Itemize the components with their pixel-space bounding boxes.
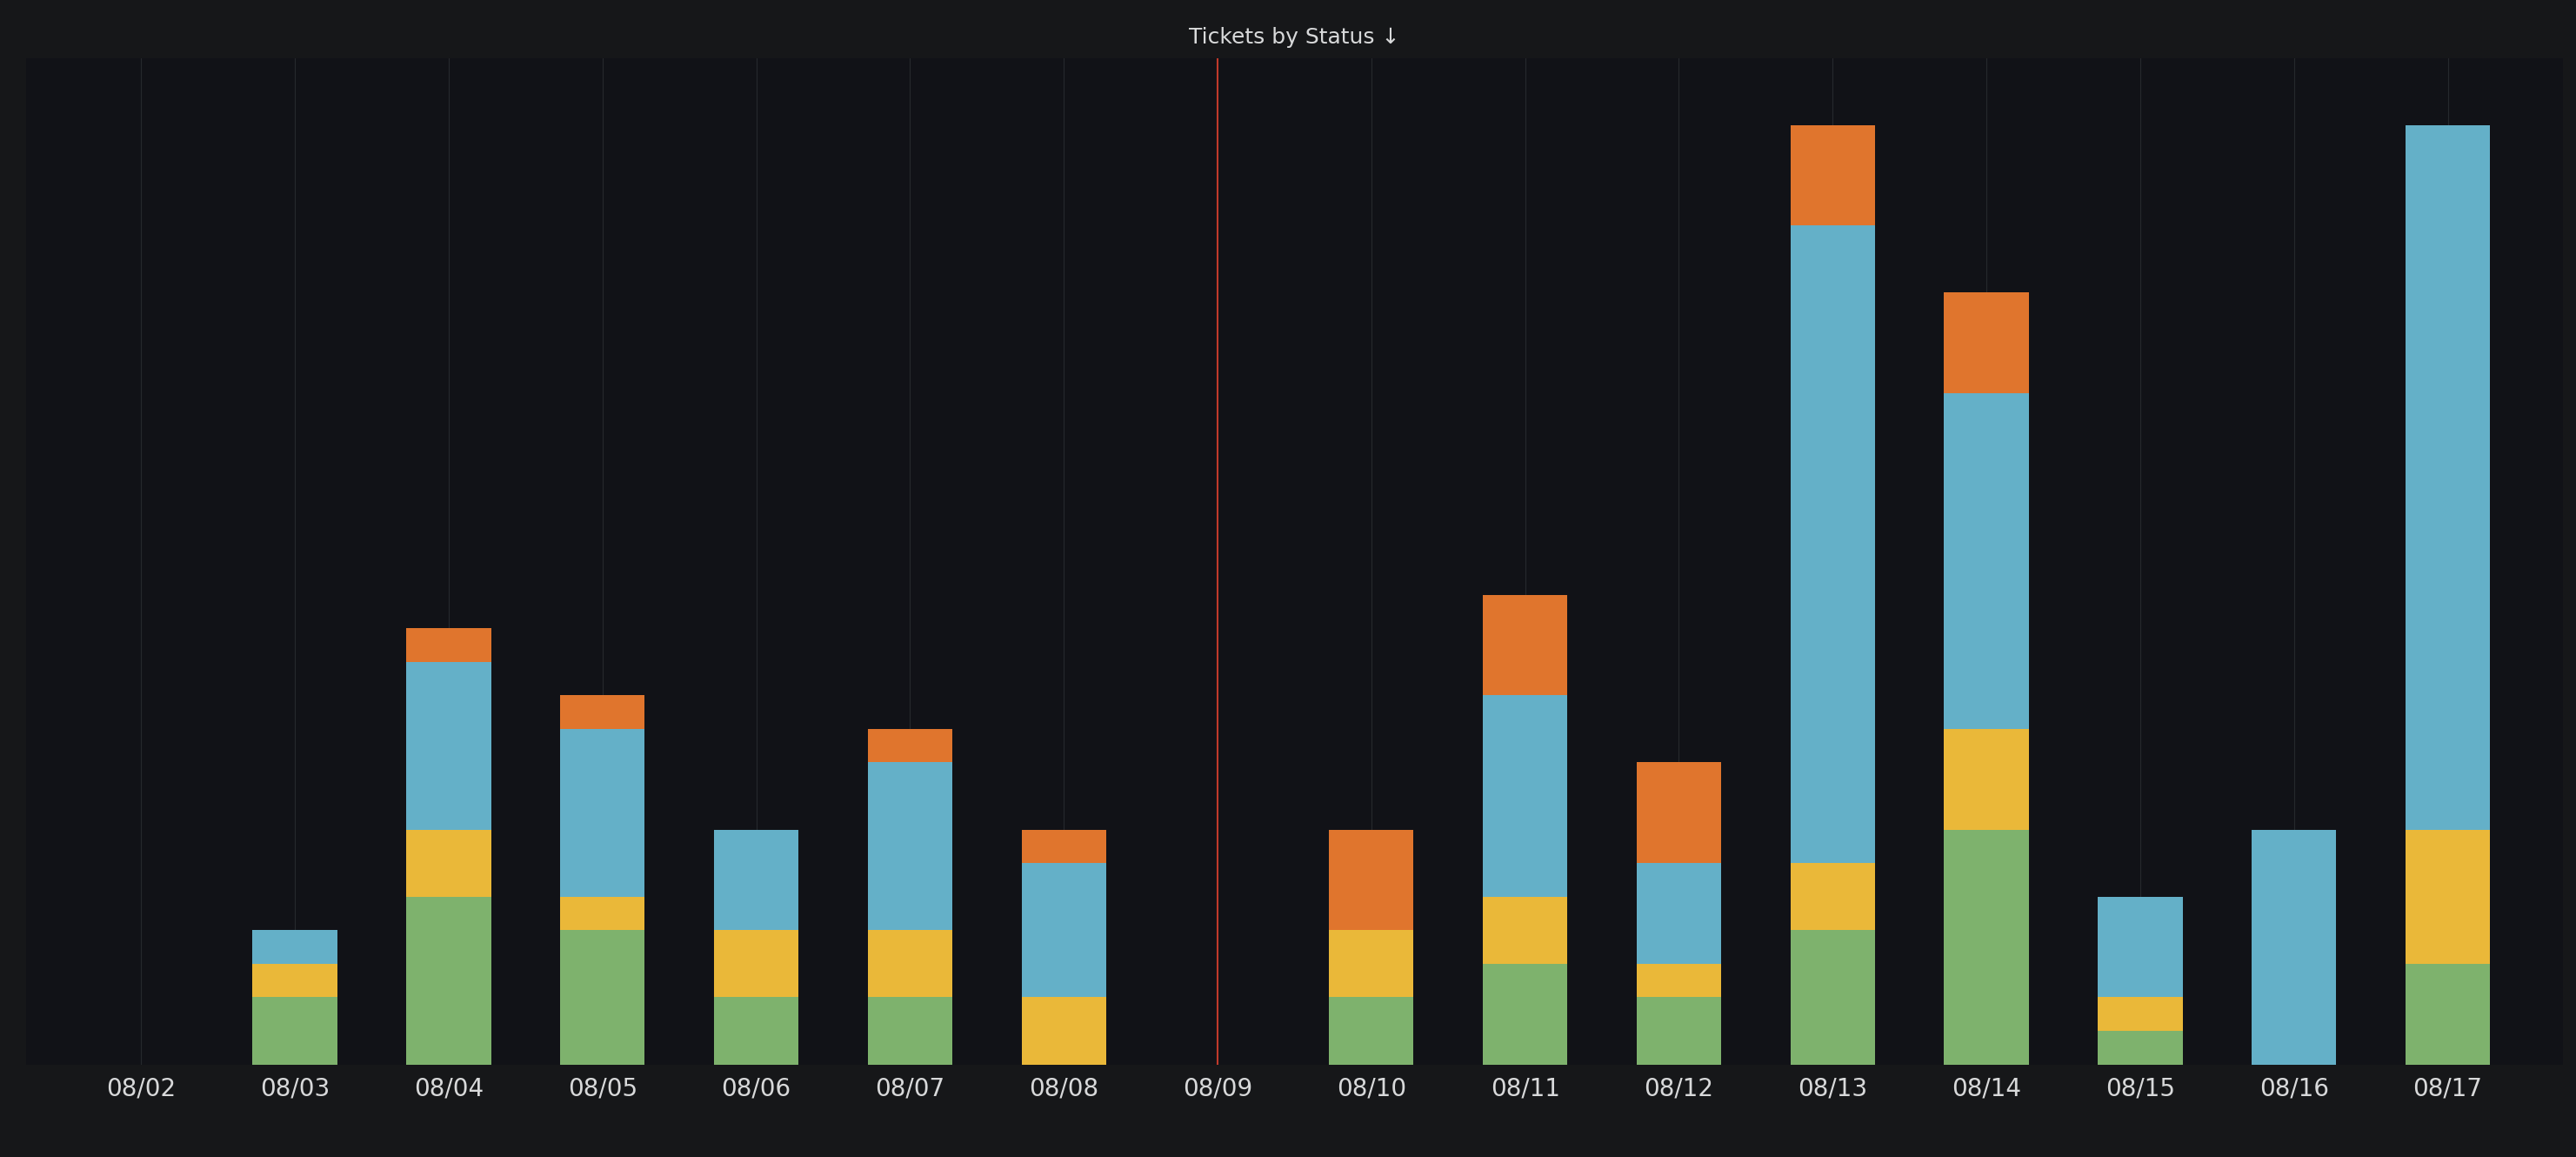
Bar bbox=[2251, 830, 2336, 1064]
Bar bbox=[1636, 762, 1721, 863]
Bar bbox=[1790, 930, 1875, 1064]
Bar bbox=[2097, 997, 2182, 1031]
Bar bbox=[868, 762, 953, 930]
Bar bbox=[407, 628, 492, 662]
Bar bbox=[1636, 863, 1721, 964]
Bar bbox=[1790, 226, 1875, 863]
Bar bbox=[1945, 830, 2030, 1064]
Bar bbox=[1023, 830, 1105, 863]
Bar bbox=[1790, 125, 1875, 226]
Bar bbox=[1484, 897, 1566, 964]
Bar bbox=[714, 997, 799, 1064]
Bar bbox=[2406, 964, 2491, 1064]
Bar bbox=[2406, 125, 2491, 830]
Bar bbox=[1484, 964, 1566, 1064]
Bar bbox=[1636, 964, 1721, 997]
Bar bbox=[1636, 997, 1721, 1064]
Bar bbox=[407, 830, 492, 897]
Bar bbox=[1945, 393, 2030, 729]
Bar bbox=[252, 930, 337, 964]
Bar bbox=[559, 729, 644, 897]
Bar bbox=[1945, 729, 2030, 830]
Bar bbox=[252, 997, 337, 1064]
Bar bbox=[1023, 863, 1105, 997]
Bar bbox=[1790, 863, 1875, 930]
Bar bbox=[2406, 830, 2491, 964]
Bar bbox=[407, 897, 492, 1064]
Bar bbox=[1945, 293, 2030, 393]
Bar bbox=[2097, 897, 2182, 997]
Bar bbox=[559, 930, 644, 1064]
Bar bbox=[407, 662, 492, 830]
Title: Tickets by Status ↓: Tickets by Status ↓ bbox=[1190, 27, 1399, 47]
Bar bbox=[1329, 997, 1414, 1064]
Bar bbox=[559, 695, 644, 729]
Bar bbox=[252, 964, 337, 997]
Bar bbox=[1329, 830, 1414, 930]
Bar bbox=[1484, 595, 1566, 695]
Bar bbox=[868, 997, 953, 1064]
Bar bbox=[1484, 695, 1566, 897]
Bar bbox=[1023, 997, 1105, 1064]
Bar bbox=[714, 830, 799, 930]
Bar bbox=[559, 897, 644, 930]
Bar bbox=[1329, 930, 1414, 997]
Bar bbox=[868, 729, 953, 762]
Bar bbox=[714, 930, 799, 997]
Bar bbox=[868, 930, 953, 997]
Bar bbox=[2097, 1031, 2182, 1064]
